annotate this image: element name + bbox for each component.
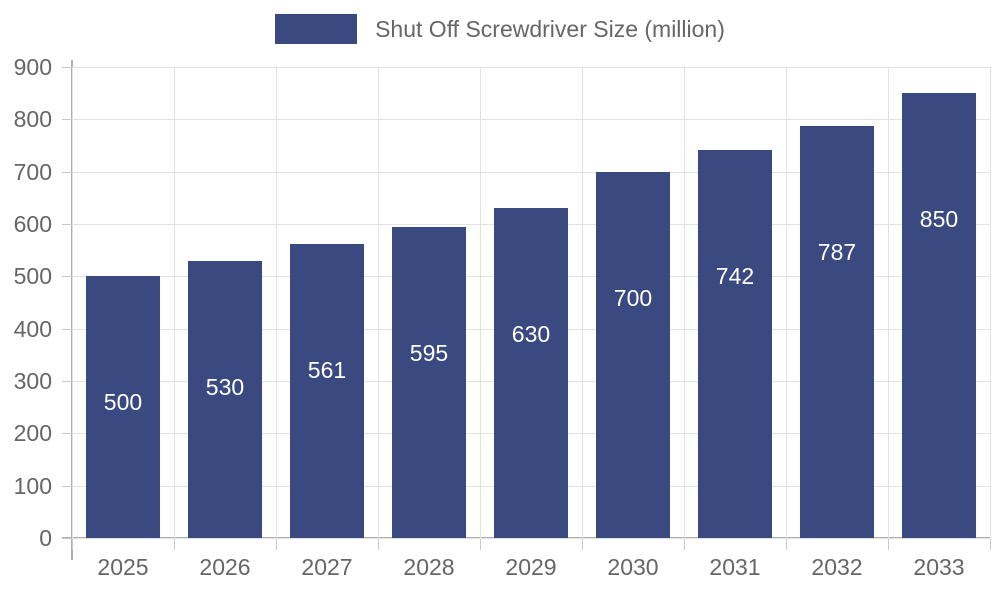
bar-value-label: 595 [409, 339, 449, 366]
x-axis-tick-label: 2032 [811, 554, 863, 580]
y-axis-tick-label: 600 [13, 211, 52, 237]
x-gridline [786, 67, 787, 538]
plot-area: 0 100 200 300 400 500 600 700 800 900 500 530 561 595… [14, 56, 991, 550]
bar[interactable]: 742 [698, 149, 772, 538]
y-tick-mark [62, 433, 72, 435]
x-axis-tick-label: 2028 [403, 554, 455, 580]
y-gridline [72, 171, 990, 173]
x-tick-mark [276, 539, 277, 550]
bar-value-label: 561 [307, 357, 347, 384]
x-gridline [174, 67, 175, 538]
y-tick-mark [62, 381, 72, 382]
bar[interactable]: 787 [800, 126, 874, 538]
x-tick-mark [378, 539, 379, 550]
y-tick-mark [62, 276, 72, 278]
y-tick-mark [62, 171, 72, 173]
y-tick-mark [62, 119, 72, 121]
x-tick-mark [684, 539, 685, 550]
bar[interactable]: 595 [392, 226, 466, 538]
bar-value-label: 700 [613, 284, 653, 311]
x-gridline [888, 67, 889, 538]
x-gridline [72, 67, 73, 538]
x-gridline [582, 67, 583, 538]
y-tick-mark [62, 328, 72, 330]
x-axis-tick-label: 2031 [709, 554, 761, 580]
y-axis-tick-label: 400 [13, 315, 52, 342]
x-axis-tick-label: 2029 [505, 554, 557, 580]
bar[interactable]: 850 [902, 93, 976, 538]
x-gridline [480, 67, 481, 538]
bar-value-label: 500 [103, 389, 143, 416]
bar-value-label: 530 [205, 373, 245, 400]
y-axis-tick-label: 800 [13, 106, 52, 133]
y-tick-mark [62, 67, 72, 68]
y-axis-tick-label: 500 [13, 263, 52, 290]
y-axis-tick-label: 900 [13, 54, 52, 80]
x-tick-mark [582, 539, 583, 550]
x-axis-tick-label: 2030 [607, 554, 659, 580]
y-axis-tick-label: 200 [13, 420, 52, 447]
y-axis-tick-label: 0 [39, 525, 52, 551]
y-gridline [72, 119, 990, 121]
y-gridline [72, 538, 990, 539]
x-axis-tick-label: 2027 [301, 554, 353, 580]
bar[interactable]: 700 [596, 171, 670, 538]
x-axis-tick-label: 2025 [97, 554, 149, 580]
bar[interactable]: 630 [494, 208, 568, 538]
bar-value-label: 850 [919, 206, 959, 233]
y-axis-tick-label: 700 [13, 158, 52, 185]
x-tick-mark [786, 539, 787, 550]
x-gridline [378, 67, 379, 538]
bar[interactable]: 530 [188, 260, 262, 538]
y-axis-tick-label: 300 [13, 368, 52, 394]
bar-value-label: 742 [715, 262, 755, 289]
x-axis-tick-label: 2026 [199, 554, 251, 580]
y-axis-tick-label: 100 [13, 472, 52, 499]
legend-label: Shut Off Screwdriver Size (million) [375, 15, 725, 42]
chart-legend: Shut Off Screwdriver Size (million) [0, 0, 1000, 58]
x-tick-mark [480, 539, 481, 550]
y-tick-mark [62, 485, 72, 487]
y-tick-mark [62, 224, 72, 225]
bar[interactable]: 500 [86, 276, 160, 538]
bar-value-label: 787 [817, 239, 857, 266]
x-tick-mark [990, 539, 991, 550]
x-gridline [990, 67, 991, 538]
y-gridline [72, 67, 990, 68]
bar-value-label: 630 [511, 321, 551, 348]
bar[interactable]: 561 [290, 244, 364, 538]
x-axis-tick-label: 2033 [913, 554, 965, 580]
x-tick-mark [174, 539, 175, 550]
legend-color-swatch [275, 14, 358, 44]
y-tick-mark [62, 538, 72, 539]
x-tick-mark [72, 539, 73, 550]
x-tick-mark [888, 539, 889, 550]
x-gridline [276, 67, 277, 538]
x-gridline [684, 67, 685, 538]
